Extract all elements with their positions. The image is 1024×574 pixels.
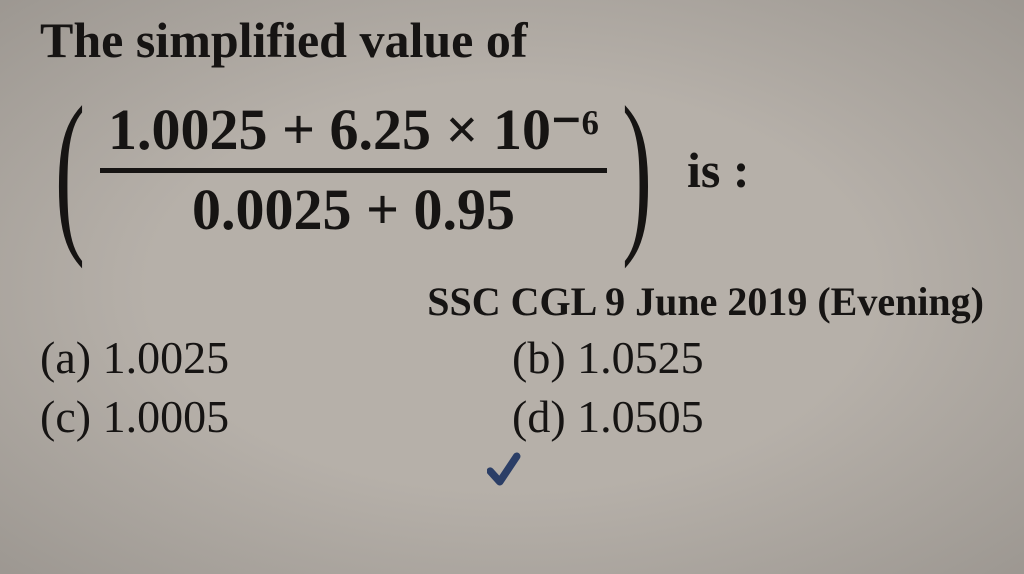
options-grid: (a) 1.0025 (b) 1.0525 (c) 1.0005 (d) 1.0… [40, 331, 984, 443]
option-b-value: 1.0525 [577, 332, 704, 383]
option-a: (a) 1.0025 [40, 331, 512, 384]
fraction: 1.0025 + 6.25 × 10⁻⁶ 0.0025 + 0.95 [100, 97, 607, 243]
option-c: (c) 1.0005 [40, 390, 512, 443]
denominator: 0.0025 + 0.95 [100, 173, 607, 244]
option-d-label: (d) [512, 391, 566, 442]
right-paren-icon: ) [622, 80, 652, 260]
option-d: (d) 1.0505 [512, 390, 984, 443]
checkmark-icon [487, 452, 521, 486]
left-paren-icon: ( [55, 80, 85, 260]
numerator: 1.0025 + 6.25 × 10⁻⁶ [100, 97, 607, 168]
formula-row: ( 1.0025 + 6.25 × 10⁻⁶ 0.0025 + 0.95 ) i… [40, 80, 984, 260]
question-page: The simplified value of ( 1.0025 + 6.25 … [0, 0, 1024, 574]
is-text: is : [687, 141, 750, 199]
option-b: (b) 1.0525 [512, 331, 984, 384]
checkmark-stroke [490, 456, 517, 482]
option-c-label: (c) [40, 391, 91, 442]
exam-source: SSC CGL 9 June 2019 (Evening) [40, 278, 984, 325]
option-a-value: 1.0025 [103, 332, 230, 383]
option-b-label: (b) [512, 332, 566, 383]
question-title: The simplified value of [40, 10, 984, 70]
option-a-label: (a) [40, 332, 91, 383]
option-d-value: 1.0505 [577, 391, 704, 442]
option-c-value: 1.0005 [103, 391, 230, 442]
